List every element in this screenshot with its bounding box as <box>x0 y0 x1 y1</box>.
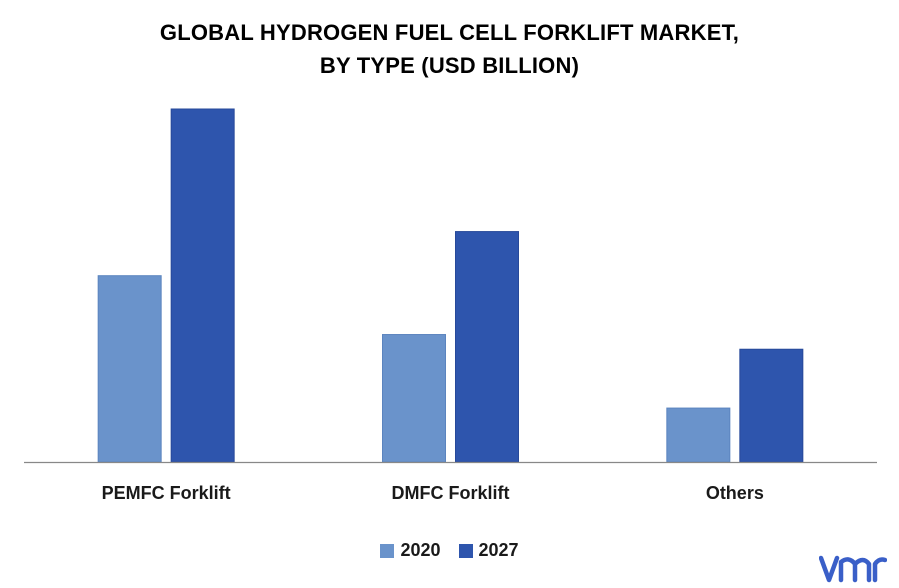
bar-2027-dmfc-forklift <box>455 231 519 463</box>
x-tick-label-dmfc-forklift: DMFC Forklift <box>392 483 510 503</box>
legend-label-2020: 2020 <box>400 540 441 560</box>
chart-title-line-1: GLOBAL HYDROGEN FUEL CELL FORKLIFT MARKE… <box>159 20 740 45</box>
x-tick-label-others: Others <box>706 483 764 503</box>
bar-2027-others <box>739 348 804 463</box>
legend-swatch-2027 <box>458 543 473 558</box>
x-tick-label-pemfc-forklift: PEMFC Forklift <box>102 483 231 503</box>
chart-legend: 2020 2027 <box>0 540 899 561</box>
legend-item-2027: 2027 <box>458 540 519 561</box>
legend-label-2027: 2027 <box>478 540 519 560</box>
chart-title: GLOBAL HYDROGEN FUEL CELL FORKLIFT MARKE… <box>0 16 899 82</box>
bar-2020-pemfc-forklift <box>97 275 162 463</box>
vmr-logo-icon <box>819 555 887 583</box>
legend-item-2020: 2020 <box>380 540 441 561</box>
bar-2020-dmfc-forklift <box>382 334 446 463</box>
chart-title-line-2: BY TYPE (USD BILLION) <box>319 53 580 78</box>
bar-2020-others <box>666 407 731 463</box>
bar-2027-pemfc-forklift <box>170 108 235 463</box>
legend-swatch-2020 <box>380 543 395 558</box>
